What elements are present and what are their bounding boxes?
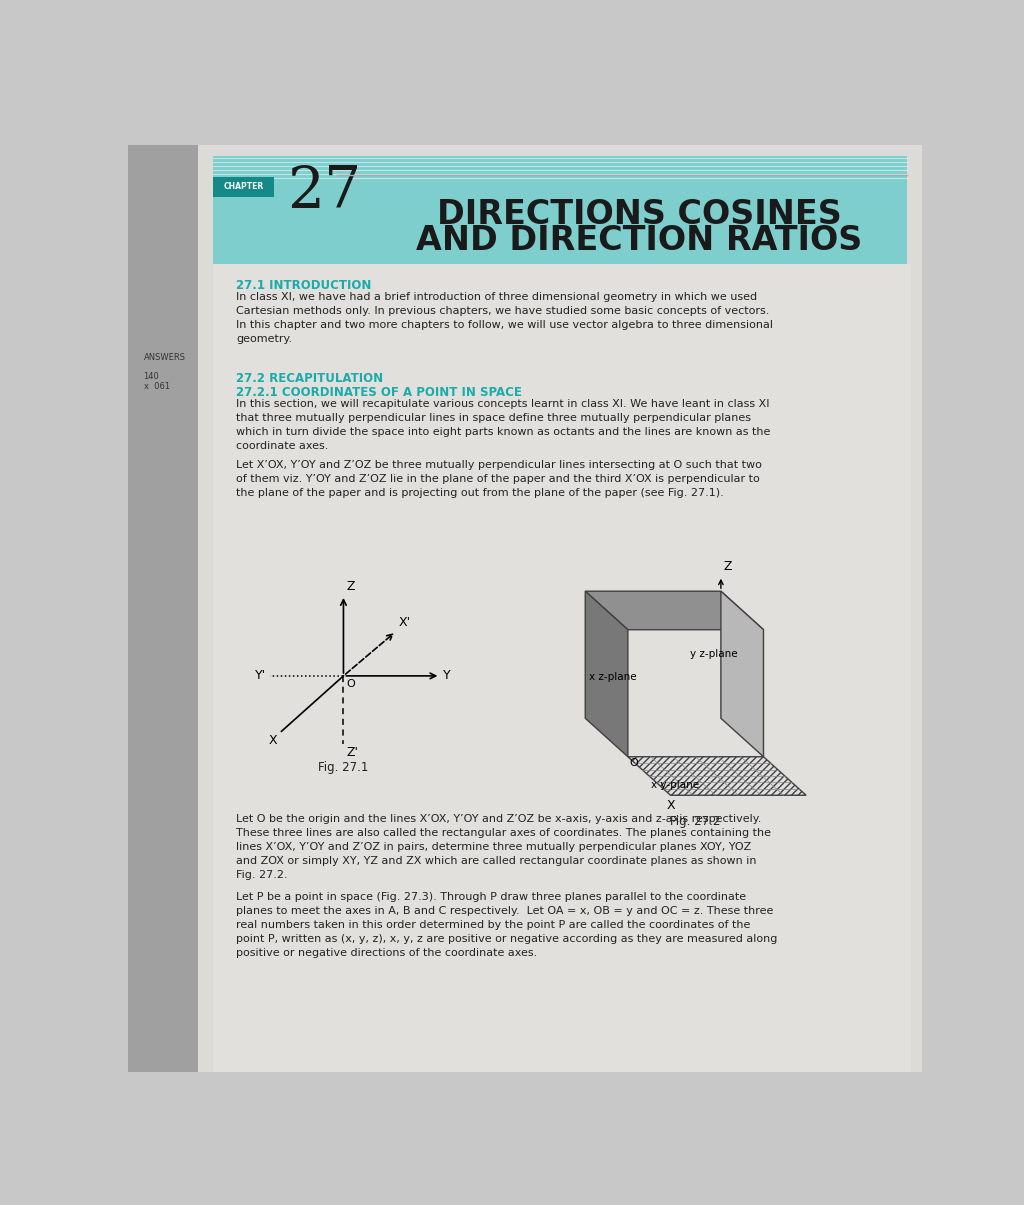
Text: 27.2 RECAPITULATION: 27.2 RECAPITULATION — [237, 372, 384, 384]
Bar — [128, 145, 198, 1072]
Text: O: O — [346, 678, 355, 689]
Text: X': X' — [398, 616, 411, 629]
Text: Let P be a point in space (Fig. 27.3). Through P draw three planes parallel to t: Let P be a point in space (Fig. 27.3). T… — [237, 892, 778, 958]
Text: y z-plane: y z-plane — [690, 649, 737, 659]
Bar — [213, 157, 907, 264]
Text: AND DIRECTION RATIOS: AND DIRECTION RATIOS — [417, 224, 862, 257]
Text: 27: 27 — [287, 164, 361, 219]
Polygon shape — [586, 592, 764, 630]
Text: x z-plane: x z-plane — [589, 672, 637, 682]
Text: x  061: x 061 — [143, 382, 170, 390]
Text: Z: Z — [724, 560, 732, 574]
Text: X: X — [269, 734, 278, 747]
Text: Fig. 27.1: Fig. 27.1 — [318, 760, 369, 774]
Text: 27.2.1 COORDINATES OF A POINT IN SPACE: 27.2.1 COORDINATES OF A POINT IN SPACE — [237, 386, 522, 399]
Text: CHAPTER: CHAPTER — [223, 182, 263, 192]
Text: Z': Z' — [346, 746, 358, 759]
Text: Z: Z — [346, 580, 355, 593]
Polygon shape — [721, 592, 764, 757]
Text: In class XI, we have had a brief introduction of three dimensional geometry in w: In class XI, we have had a brief introdu… — [237, 293, 773, 345]
Text: In this section, we will recapitulate various concepts learnt in class XI. We ha: In this section, we will recapitulate va… — [237, 400, 771, 452]
Text: DIRECTIONS COSINES: DIRECTIONS COSINES — [437, 199, 842, 231]
Text: x y-plane: x y-plane — [651, 780, 699, 789]
Text: 27.1 INTRODUCTION: 27.1 INTRODUCTION — [237, 280, 372, 293]
Text: ANSWERS: ANSWERS — [143, 353, 185, 362]
Text: Y': Y' — [255, 670, 266, 682]
Text: Fig. 27.2: Fig. 27.2 — [671, 815, 721, 828]
Text: O: O — [630, 758, 638, 769]
Polygon shape — [628, 757, 806, 795]
Bar — [213, 177, 273, 196]
Text: Let X’OX, Y’OY and Z’OZ be three mutually perpendicular lines intersecting at O : Let X’OX, Y’OY and Z’OZ be three mutuall… — [237, 459, 763, 498]
Text: X: X — [667, 799, 675, 812]
Text: Y: Y — [442, 670, 451, 682]
Text: 140: 140 — [143, 372, 160, 381]
Polygon shape — [586, 592, 628, 757]
Bar — [213, 264, 910, 1072]
Text: Let O be the origin and the lines X’OX, Y’OY and Z’OZ be x-axis, y-axis and z-ax: Let O be the origin and the lines X’OX, … — [237, 815, 771, 881]
